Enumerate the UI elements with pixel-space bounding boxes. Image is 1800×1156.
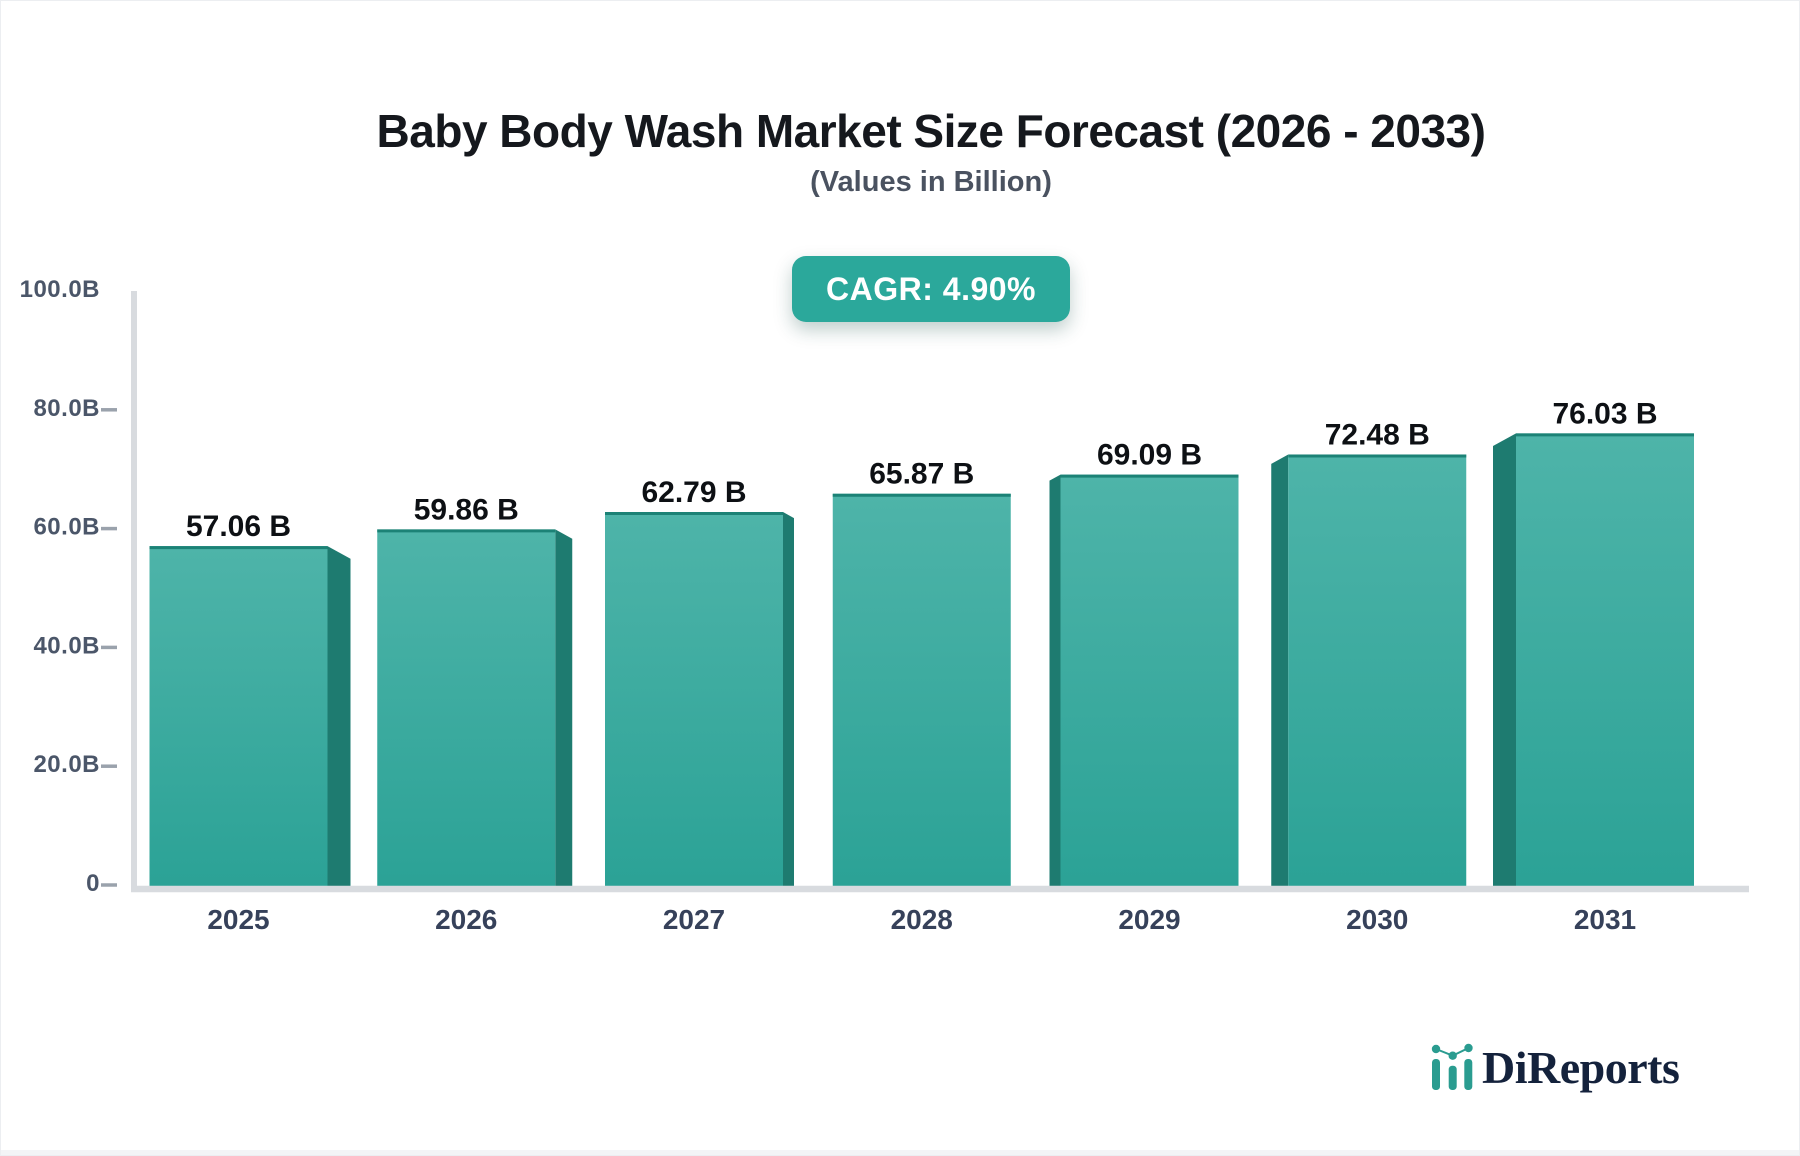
mini-bar-chart-icon	[1431, 1043, 1473, 1090]
bar-side-2029	[1049, 474, 1061, 891]
x-axis-label: 2027	[663, 904, 725, 935]
bar-side-2031	[1493, 433, 1516, 891]
bar-2030	[1288, 454, 1467, 887]
bar-side-2027	[783, 512, 794, 891]
y-axis-label: 80.0B	[33, 395, 100, 422]
bar-value-label: 65.87 B	[869, 458, 974, 491]
x-axis-label: 2028	[891, 904, 953, 935]
logo-text: DiReports	[1482, 1042, 1680, 1093]
y-axis-label: 100.0B	[20, 276, 100, 303]
bar-2025	[149, 546, 328, 887]
x-axis-label: 2025	[207, 904, 269, 935]
bar-2028	[832, 493, 1011, 887]
bar-2026	[377, 529, 556, 887]
bar-value-label: 69.09 B	[1097, 439, 1202, 472]
y-axis-label: 40.0B	[33, 632, 100, 659]
bar-side-2030	[1271, 454, 1289, 891]
chart-subtitle: (Values in Billion)	[810, 166, 1052, 198]
cagr-badge: CAGR: 4.90%	[792, 256, 1070, 322]
bar-2031	[1516, 433, 1694, 887]
x-axis-label: 2030	[1346, 904, 1408, 935]
bar-2029	[1060, 474, 1239, 887]
y-axis-label: 60.0B	[33, 514, 100, 541]
bar-value-label: 76.03 B	[1552, 397, 1657, 430]
frame-bottom-edge	[1, 1150, 1799, 1155]
bar-value-label: 59.86 B	[414, 493, 519, 526]
bar-side-2026	[555, 529, 573, 891]
x-axis-label: 2026	[435, 904, 497, 935]
bar-value-label: 57.06 B	[186, 510, 291, 543]
x-axis-label: 2029	[1118, 904, 1180, 935]
cagr-badge-label: CAGR: 4.90%	[826, 270, 1036, 307]
x-axis-label: 2031	[1574, 904, 1636, 935]
direports-logo: DiReports	[1429, 1042, 1680, 1093]
bar-side-2025	[327, 546, 351, 891]
page-title: Baby Body Wash Market Size Forecast (202…	[376, 105, 1486, 157]
bar-value-label: 72.48 B	[1325, 418, 1430, 451]
y-axis-label: 20.0B	[33, 751, 100, 778]
y-axis-label: 0	[86, 870, 100, 897]
bar-value-label: 62.79 B	[641, 476, 746, 509]
bar-2027	[605, 512, 783, 887]
